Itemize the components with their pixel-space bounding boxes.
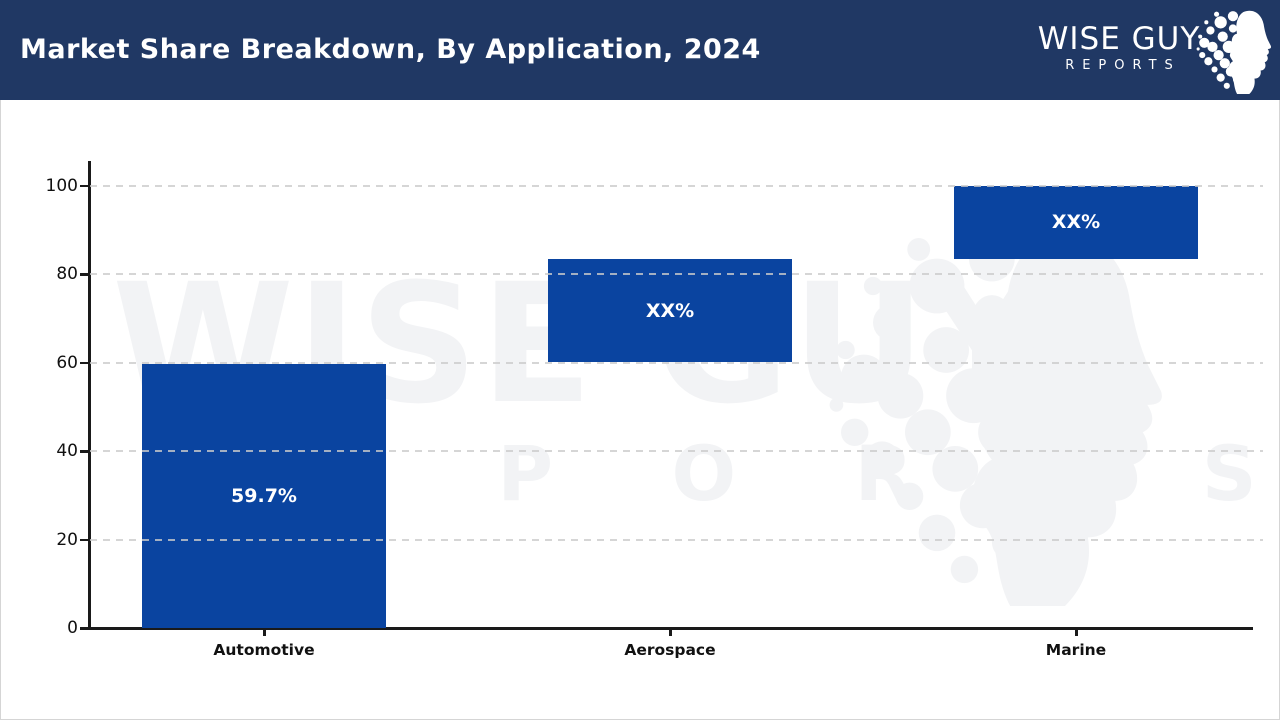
logo-text: WISE GUY REPORTS [1030, 21, 1208, 73]
grid-line [90, 361, 1263, 364]
wise-guy-logo: WISE GUY REPORTS [1030, 8, 1272, 94]
y-axis-tick-label: 60 [56, 352, 78, 373]
grid-line [90, 273, 1263, 275]
market-share-bar [142, 363, 386, 628]
x-category-label: Automotive [213, 641, 315, 659]
y-axis-tick-label: 100 [45, 175, 78, 196]
x-axis-spine [88, 627, 1253, 630]
header-bar: Market Share Breakdown, By Application, … [0, 0, 1280, 100]
y-axis-tick [80, 538, 88, 541]
y-axis-spine [88, 160, 91, 630]
y-axis-tick-label: 40 [56, 441, 78, 461]
grid-line [90, 538, 1263, 541]
y-axis-tick [80, 627, 88, 630]
watermark-head-icon [829, 222, 1162, 606]
y-axis-tick-label: 0 [67, 618, 78, 638]
logo-reports-label: REPORTS [1065, 58, 1181, 73]
logo-head-icon [1196, 10, 1272, 94]
bar-value-label: 59.7% [231, 484, 297, 507]
y-axis-tick [80, 184, 88, 187]
y-axis-tick-label: 80 [56, 264, 78, 284]
bar-value-label: XX% [645, 299, 695, 322]
x-category-label: Marine [1045, 641, 1107, 659]
x-axis-tick [669, 629, 672, 636]
y-axis-tick [80, 450, 88, 453]
y-axis-tick [80, 273, 88, 276]
bar-value-label: XX% [1051, 211, 1101, 233]
x-axis-tick [263, 629, 266, 636]
market-share-bar [954, 185, 1198, 259]
y-axis-tick [80, 361, 88, 364]
x-category-label: Aerospace [624, 641, 716, 659]
market-share-bar [548, 258, 792, 363]
grid-line [90, 450, 1263, 452]
grid-line [90, 184, 1263, 187]
x-axis-tick [1075, 629, 1078, 636]
logo-wiseguy-label: WISE GUY [1037, 21, 1201, 57]
chart-title: Market Share Breakdown, By Application, … [20, 34, 761, 65]
y-axis-tick-label: 20 [56, 529, 78, 550]
